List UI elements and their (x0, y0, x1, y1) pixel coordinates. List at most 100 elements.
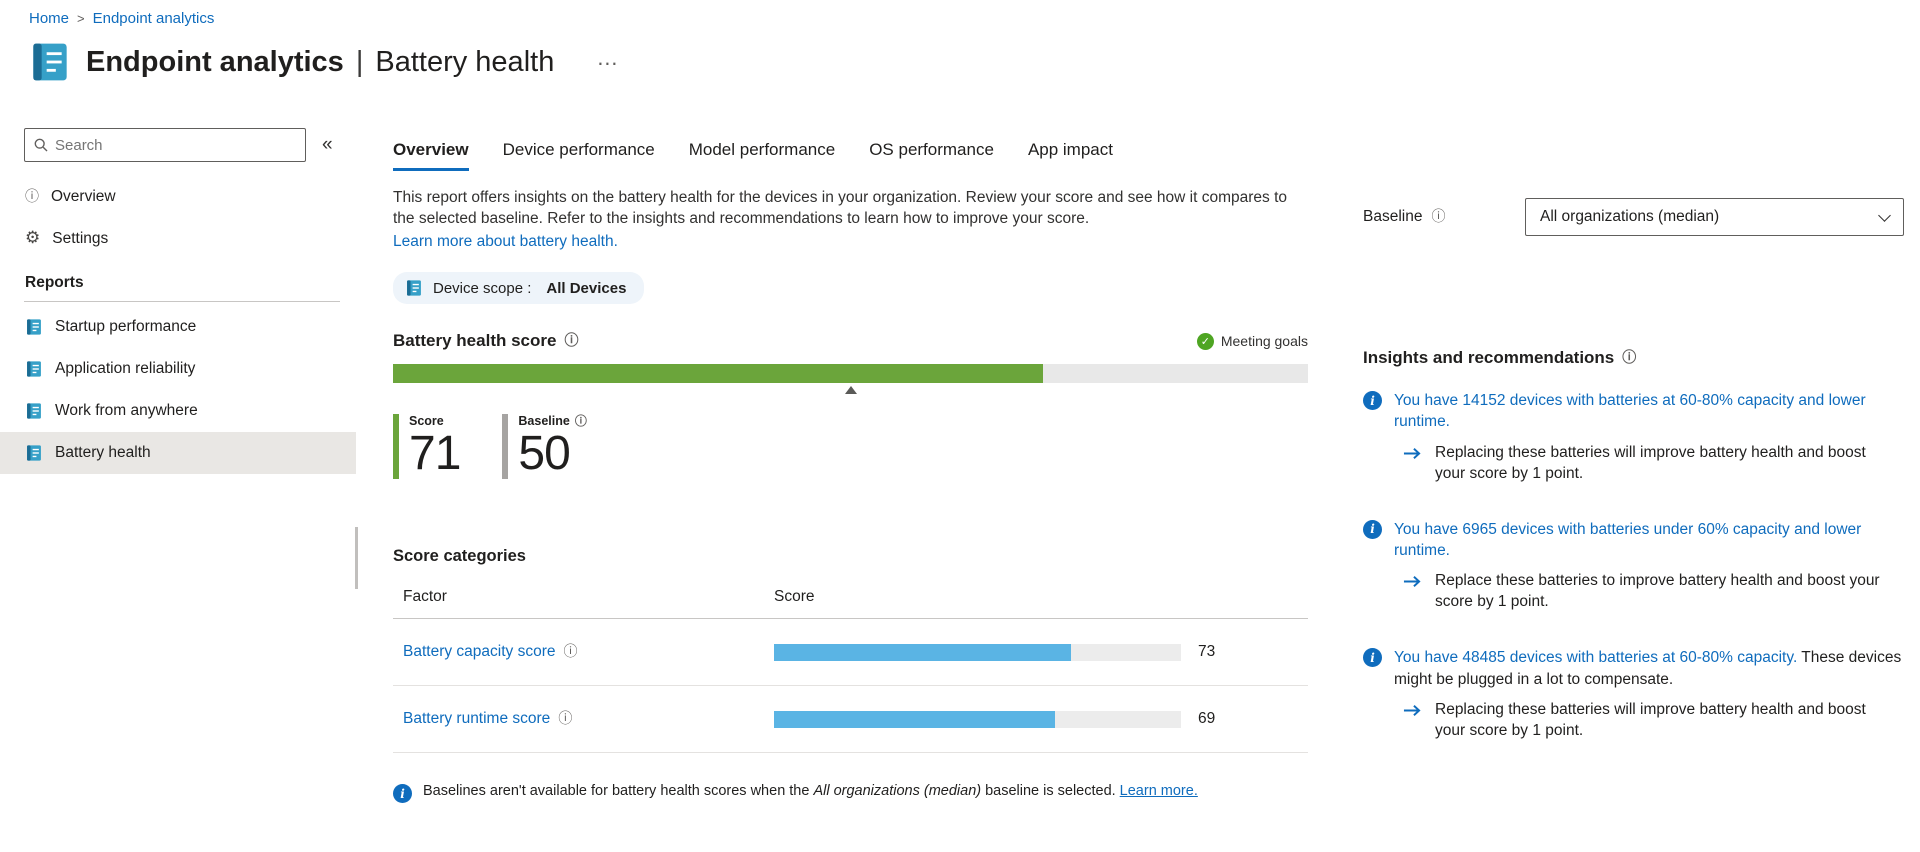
breadcrumb: Home > Endpoint analytics (29, 10, 214, 27)
tab-model-performance[interactable]: Model performance (688, 140, 836, 159)
battery-health-score-title: Battery health score ⓘ (393, 331, 578, 351)
gear-icon (25, 230, 40, 248)
score-categories-title: Score categories (393, 547, 526, 566)
page-title-app: Endpoint analytics (86, 45, 344, 78)
info-circle-icon: ⓘ (25, 189, 39, 205)
sidebar-item-label: Work from anywhere (55, 402, 198, 419)
insight-recommendation: Replace these batteries to improve batte… (1435, 572, 1880, 611)
breadcrumb-endpoint-analytics[interactable]: Endpoint analytics (92, 10, 215, 27)
insights-section: Insights and recommendations ⓘ You have … (1363, 348, 1904, 742)
device-scope-pill[interactable]: Device scope : All Devices (393, 272, 645, 305)
baseline-select[interactable]: All organizations (median) (1525, 198, 1904, 236)
baseline-select-value: All organizations (median) (1540, 208, 1720, 225)
footnote-text: Baselines aren't available for battery h… (423, 783, 810, 800)
insights-title: Insights and recommendations ⓘ (1363, 348, 1904, 368)
column-header-factor: Factor (403, 588, 447, 606)
footnote-baseline-name: All organizations (median) (813, 783, 982, 800)
sidebar-item-overview[interactable]: ⓘ Overview (0, 176, 356, 218)
sidebar-item-application-reliability[interactable]: Application reliability (0, 348, 356, 390)
tab-overview[interactable]: Overview (393, 140, 469, 171)
page-title: Endpoint analytics | Battery health (86, 46, 554, 79)
info-tooltip-icon[interactable]: ⓘ (558, 711, 573, 728)
battery-health-score-bar (393, 364, 1308, 384)
sidebar-item-label: Battery health (55, 444, 151, 461)
info-tooltip-icon[interactable]: ⓘ (563, 644, 578, 661)
search-icon (34, 138, 48, 152)
sidebar-divider (24, 301, 340, 302)
insights-title-text: Insights and recommendations (1363, 348, 1615, 367)
baseline-value: 50 (518, 427, 570, 481)
main-content: Overview Device performance Model perfor… (393, 140, 1308, 804)
breadcrumb-home[interactable]: Home (29, 10, 70, 27)
factor-label: Battery runtime score (403, 710, 551, 728)
sidebar-search[interactable] (24, 128, 306, 162)
footnote-text: baseline is selected. (985, 783, 1116, 800)
device-scope-label: Device scope : (433, 279, 532, 297)
info-filled-icon (1363, 519, 1382, 539)
insight-recommendation: Replacing these batteries will improve b… (1435, 443, 1866, 482)
chevron-down-icon (1878, 208, 1891, 222)
battery-health-score-label: Battery health score (393, 331, 557, 351)
sidebar-collapse-button[interactable]: « (322, 134, 333, 155)
device-scope-value: All Devices (546, 279, 627, 297)
breadcrumb-separator: > (77, 11, 85, 26)
report-icon (27, 361, 41, 377)
arrow-right-icon (1403, 704, 1421, 716)
more-menu-button[interactable]: … (596, 45, 621, 70)
sidebar-item-settings[interactable]: Settings (0, 218, 356, 260)
runtime-score-bar-fill (774, 710, 1055, 728)
insight-item: You have 14152 devices with batteries at… (1363, 390, 1904, 485)
learn-more-battery-health-link[interactable]: Learn more about battery health. (393, 233, 618, 251)
page-header: Endpoint analytics | Battery health … (30, 40, 620, 84)
capacity-score-value: 73 (1198, 643, 1216, 661)
report-description: This report offers insights on the batte… (393, 189, 1288, 227)
insight-item: You have 48485 devices with batteries at… (1363, 647, 1904, 742)
sidebar-item-work-from-anywhere[interactable]: Work from anywhere (0, 390, 356, 432)
score-categories-table: Factor Score Battery capacity score ⓘ 73… (393, 578, 1308, 754)
page-title-blade: Battery health (375, 45, 555, 78)
right-panel: Baseline ⓘ All organizations (median) In… (1363, 198, 1904, 742)
learn-more-link[interactable]: Learn more. (1119, 783, 1198, 800)
device-scope-icon (407, 280, 421, 296)
baseline-label: Baseline (518, 414, 570, 429)
capacity-score-bar (774, 643, 1181, 661)
page-title-divider: | (355, 45, 364, 78)
info-filled-icon (1363, 648, 1382, 668)
info-tooltip-icon[interactable]: ⓘ (1431, 209, 1446, 225)
sidebar-nav: ⓘ Overview Settings Reports Startup perf… (0, 176, 356, 474)
sidebar-item-label: Startup performance (55, 318, 197, 335)
capacity-score-bar-fill (774, 643, 1072, 661)
meeting-goals-status: Meeting goals (1196, 332, 1308, 350)
insight-link[interactable]: You have 6965 devices with batteries und… (1394, 520, 1862, 559)
insight-item: You have 6965 devices with batteries und… (1363, 519, 1904, 614)
score-label: Score (409, 414, 444, 429)
sidebar-item-label: Application reliability (55, 360, 196, 377)
sidebar-scrollbar-thumb[interactable] (355, 527, 358, 589)
status-label: Meeting goals (1220, 333, 1308, 350)
table-row: Battery capacity score ⓘ 73 (393, 619, 1308, 687)
insight-link[interactable]: You have 48485 devices with batteries at… (1394, 649, 1798, 667)
runtime-score-bar (774, 710, 1181, 728)
baseline-control-label: Baseline ⓘ (1363, 208, 1525, 226)
tab-bar: Overview Device performance Model perfor… (393, 140, 1308, 171)
sidebar-section-reports: Reports (25, 274, 84, 291)
arrow-right-icon (1403, 576, 1421, 588)
info-filled-icon (393, 784, 412, 804)
tab-app-impact[interactable]: App impact (1027, 140, 1113, 159)
column-header-score: Score (774, 588, 815, 606)
info-tooltip-icon[interactable]: ⓘ (564, 333, 579, 350)
battery-runtime-score-link[interactable]: Battery runtime score ⓘ (403, 710, 774, 728)
sidebar-item-label: Settings (52, 230, 109, 247)
battery-capacity-score-link[interactable]: Battery capacity score ⓘ (403, 643, 774, 661)
search-input[interactable] (55, 136, 296, 154)
info-tooltip-icon[interactable]: ⓘ (574, 414, 587, 429)
tab-device-performance[interactable]: Device performance (502, 140, 655, 159)
info-tooltip-icon[interactable]: ⓘ (1622, 350, 1637, 366)
insight-link[interactable]: You have 14152 devices with batteries at… (1394, 392, 1866, 431)
sidebar-item-startup-performance[interactable]: Startup performance (0, 306, 356, 348)
insight-suffix: These devices might be plugged in a lot … (1394, 649, 1902, 688)
sidebar-item-battery-health[interactable]: Battery health (0, 432, 356, 474)
report-icon (27, 403, 41, 419)
tab-os-performance[interactable]: OS performance (869, 140, 994, 159)
factor-label: Battery capacity score (403, 643, 556, 661)
